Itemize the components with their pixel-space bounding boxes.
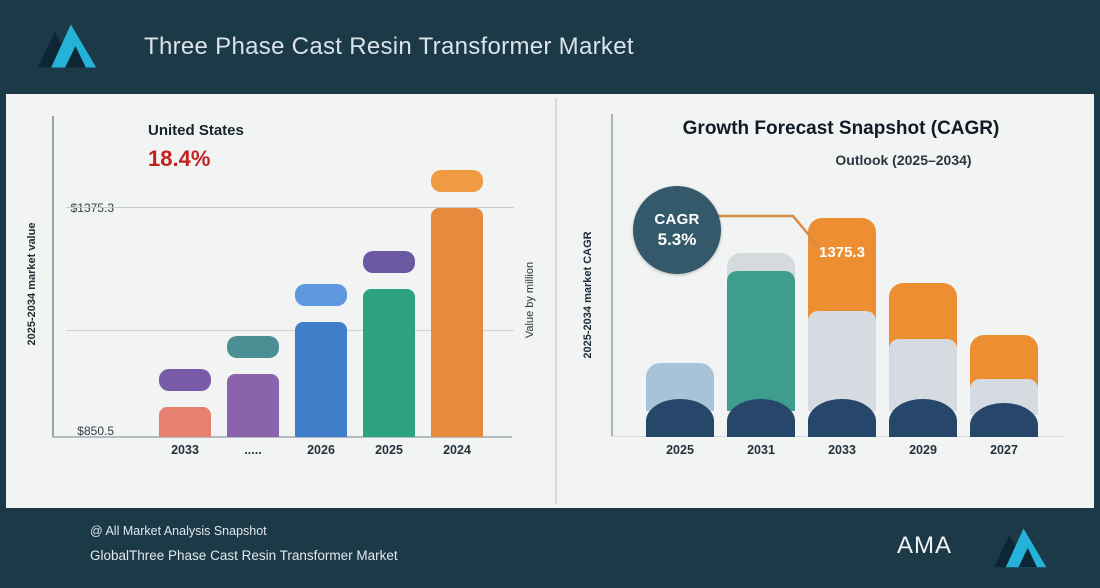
bar-cap [227,336,279,358]
stacked-bar-2033: 1375.3 [808,218,876,437]
right-y-axis-line [611,114,613,437]
ama-logo-footer-icon [994,526,1048,573]
left-x-axis-line [52,436,512,438]
ama-logo-icon [38,22,98,73]
bar-2026 [295,322,347,437]
x-tick-label: 2031 [747,443,775,457]
forecast-title: Growth Forecast Snapshot (CAGR) [682,118,1000,139]
x-tick-label: 2024 [443,443,471,457]
x-tick-label: 2029 [909,443,937,457]
footer-attribution: @ All Market Analysis Snapshot [90,524,267,538]
bar-2033 [159,407,211,437]
x-tick-label: 2025 [666,443,694,457]
footer-brand-text: AMA [896,532,952,559]
x-tick-label: 2025 [375,443,403,457]
peak-value-label: 1375.3 [819,244,865,261]
left-x-tick-labels: 2033..... 2026 2025 2024 [6,94,1094,508]
us-cagr-value: 18.4% [148,146,211,171]
x-tick-label: 2026 [307,443,335,457]
bar-cap [431,170,483,192]
x-tick-label: 2033 [828,443,856,457]
bar-cap [159,369,211,391]
x-tick-label: ..... [244,443,262,457]
bar-cap [363,251,415,273]
panel-divider [555,98,557,504]
stacked-bar-2031 [727,253,795,437]
bar-cap [295,284,347,306]
bar-segment [808,399,876,437]
right-x-tick-labels: 2025 2031 2033 2029 2027 [6,94,1094,508]
y-tick-bottom: $850.5 [77,424,114,438]
bar-..... [227,374,279,437]
content-card: 2025-2034 market value Value by million … [6,94,1094,508]
footer-market-name: GlobalThree Phase Cast Resin Transformer… [90,548,398,563]
bar-segment [727,399,795,437]
page-title: Three Phase Cast Resin Transformer Marke… [144,33,634,60]
forecast-subtitle: Outlook (2025–2034) [835,152,972,168]
left-y-axis-line [52,116,54,437]
region-label: United States [148,122,244,139]
header-bar: Three Phase Cast Resin Transformer Marke… [0,0,1100,94]
bar-segment [970,403,1038,437]
cagr-badge: CAGR 5.3% [633,186,721,274]
left-bar-chart [6,94,1094,437]
growth-forecast-panel: Growth Forecast Snapshot (CAGR) Outlook … [6,94,1094,508]
bar-segment [646,399,714,437]
x-tick-label: 2027 [990,443,1018,457]
footer-bar: @ All Market Analysis Snapshot GlobalThr… [0,508,1100,588]
stacked-bar-2029 [889,283,957,437]
stacked-bar-2025 [646,363,714,437]
bar-segment [889,399,957,437]
cagr-badge-value: 5.3% [657,229,697,249]
bar-2025 [363,289,415,437]
gridline-mid [66,330,514,331]
bar-segment [808,311,876,411]
bar-2024 [431,208,483,437]
gridline-top [66,207,514,208]
bar-segment [808,218,876,323]
y-tick-top: $1375.3 [70,201,114,215]
right-bar-chart: 1375.3 [6,94,1094,437]
stacked-bar-2027 [970,335,1038,437]
x-tick-label: 2033 [171,443,199,457]
cagr-badge-title: CAGR [654,210,700,228]
us-market-panel: 2025-2034 market value Value by million … [6,94,1094,508]
bar-segment [727,271,795,411]
